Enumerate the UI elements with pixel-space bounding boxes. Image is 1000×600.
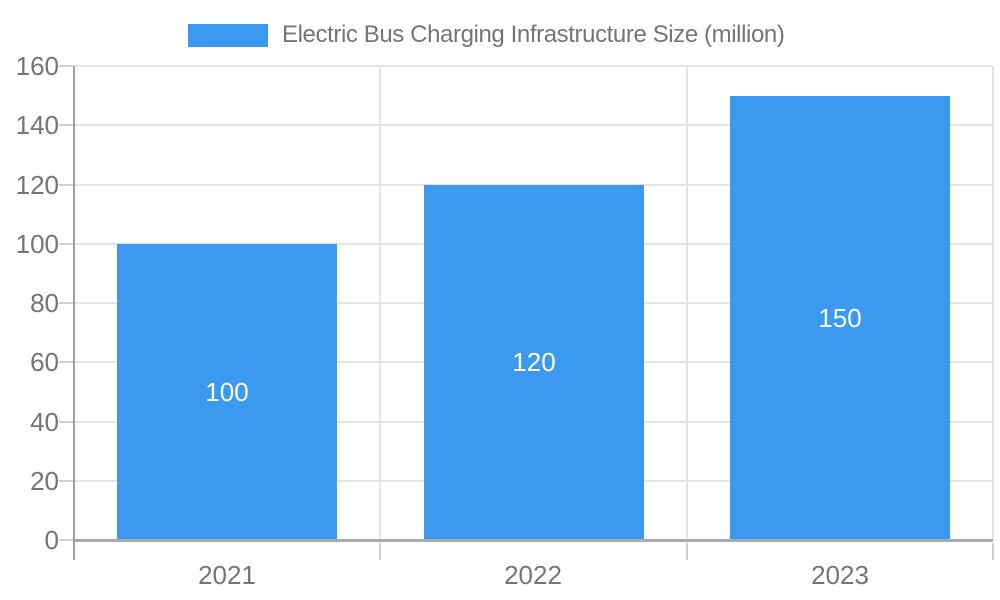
y-tick-mark <box>59 302 74 304</box>
x-tick-mark <box>686 543 688 560</box>
y-tick-mark <box>59 480 74 482</box>
y-tick-mark <box>59 184 74 186</box>
y-axis-tick-label: 100 <box>15 229 59 259</box>
y-tick-mark <box>59 421 74 423</box>
y-axis-tick-label: 20 <box>30 466 59 496</box>
gridline <box>74 124 993 126</box>
bar-value-label: 150 <box>818 303 862 333</box>
x-axis-tick-label: 2023 <box>811 560 869 590</box>
gridline <box>686 66 688 540</box>
legend: Electric Bus Charging Infrastructure Siz… <box>188 21 785 49</box>
y-tick-mark <box>59 539 74 541</box>
x-axis-tick-label: 2022 <box>504 560 562 590</box>
y-axis-tick-label: 80 <box>30 288 59 318</box>
x-tick-mark <box>992 543 994 560</box>
y-axis-tick-label: 160 <box>15 51 59 81</box>
y-axis-tick-label: 60 <box>30 347 59 377</box>
legend-label: Electric Bus Charging Infrastructure Siz… <box>282 21 785 48</box>
y-tick-mark <box>59 65 74 67</box>
gridline <box>992 66 994 540</box>
y-axis-tick-label: 40 <box>30 407 59 437</box>
gridline <box>379 66 381 540</box>
bar <box>117 244 337 540</box>
x-axis-line <box>74 539 993 542</box>
gridline <box>74 65 993 67</box>
bar-value-label: 120 <box>512 347 556 377</box>
bar <box>424 185 644 541</box>
y-tick-mark <box>59 361 74 363</box>
y-tick-mark <box>59 243 74 245</box>
x-axis-tick-label: 2021 <box>198 560 256 590</box>
y-axis-tick-label: 140 <box>15 110 59 140</box>
y-axis-tick-label: 0 <box>44 525 59 555</box>
y-tick-mark <box>59 124 74 126</box>
y-axis-tick-label: 120 <box>15 170 59 200</box>
y-axis-line <box>73 66 75 560</box>
bar <box>730 96 950 540</box>
bar-value-label: 100 <box>205 377 249 407</box>
x-tick-mark <box>379 543 381 560</box>
legend-swatch <box>188 23 268 47</box>
